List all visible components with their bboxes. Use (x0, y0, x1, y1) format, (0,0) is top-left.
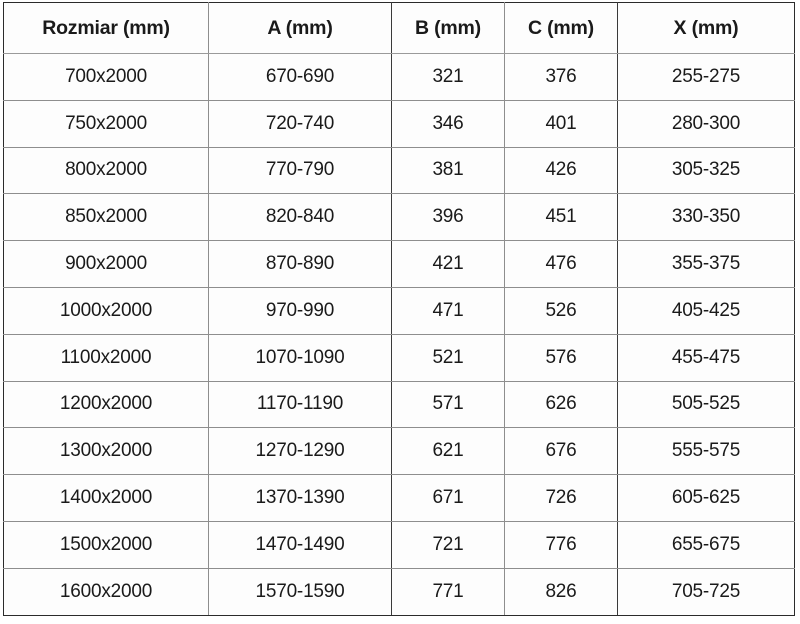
cell-b: 571 (391, 381, 505, 429)
cell-b: 321 (391, 53, 505, 101)
cell-a: 1370-1390 (208, 474, 392, 522)
cell-b: 771 (391, 568, 505, 616)
cell-a: 870-890 (208, 240, 392, 288)
cell-x: 305-325 (617, 147, 795, 195)
cell-c: 826 (504, 568, 618, 616)
column-header-size: Rozmiar (mm) (3, 2, 209, 54)
cell-x: 280-300 (617, 100, 795, 148)
cell-a: 1470-1490 (208, 521, 392, 569)
cell-c: 576 (504, 334, 618, 382)
column-header-b: B (mm) (391, 2, 505, 54)
cell-c: 676 (504, 427, 618, 476)
table-row: 850x2000 820-840 396 451 330-350 (3, 193, 795, 242)
cell-x: 405-425 (617, 287, 795, 335)
cell-b: 671 (391, 474, 505, 522)
cell-x: 455-475 (617, 334, 795, 382)
cell-b: 621 (391, 427, 505, 476)
table-row: 900x2000 870-890 421 476 355-375 (3, 240, 795, 288)
table-row: 1600x2000 1570-1590 771 826 705-725 (3, 568, 795, 616)
column-header-x: X (mm) (617, 2, 795, 54)
cell-x: 255-275 (617, 53, 795, 101)
cell-x: 655-675 (617, 521, 795, 569)
cell-c: 426 (504, 147, 618, 195)
cell-size: 800x2000 (3, 147, 209, 195)
cell-size: 1600x2000 (3, 568, 209, 616)
cell-a: 970-990 (208, 287, 392, 335)
table-row: 1300x2000 1270-1290 621 676 555-575 (3, 427, 795, 476)
cell-size: 850x2000 (3, 193, 209, 242)
table-row: 1500x2000 1470-1490 721 776 655-675 (3, 521, 795, 569)
cell-a: 770-790 (208, 147, 392, 195)
table-row: 1100x2000 1070-1090 521 576 455-475 (3, 334, 795, 382)
cell-size: 1400x2000 (3, 474, 209, 522)
cell-size: 900x2000 (3, 240, 209, 288)
cell-c: 476 (504, 240, 618, 288)
cell-b: 471 (391, 287, 505, 335)
column-header-a: A (mm) (208, 2, 392, 54)
cell-a: 670-690 (208, 53, 392, 101)
cell-a: 1170-1190 (208, 381, 392, 429)
cell-a: 1070-1090 (208, 334, 392, 382)
column-header-c: C (mm) (504, 2, 618, 54)
table-header-row: Rozmiar (mm) A (mm) B (mm) C (mm) X (mm) (3, 2, 795, 54)
cell-x: 705-725 (617, 568, 795, 616)
table-header: Rozmiar (mm) A (mm) B (mm) C (mm) X (mm) (3, 2, 795, 54)
cell-a: 720-740 (208, 100, 392, 148)
table-row: 1400x2000 1370-1390 671 726 605-625 (3, 474, 795, 522)
cell-b: 396 (391, 193, 505, 242)
cell-x: 355-375 (617, 240, 795, 288)
table-body: 700x2000 670-690 321 376 255-275 750x200… (3, 53, 795, 616)
cell-c: 626 (504, 381, 618, 429)
cell-x: 555-575 (617, 427, 795, 476)
dimension-table: Rozmiar (mm) A (mm) B (mm) C (mm) X (mm)… (3, 2, 795, 616)
cell-size: 1500x2000 (3, 521, 209, 569)
cell-b: 421 (391, 240, 505, 288)
cell-size: 1300x2000 (3, 427, 209, 476)
cell-size: 1100x2000 (3, 334, 209, 382)
cell-x: 330-350 (617, 193, 795, 242)
table-row: 800x2000 770-790 381 426 305-325 (3, 147, 795, 195)
cell-x: 605-625 (617, 474, 795, 522)
cell-b: 381 (391, 147, 505, 195)
table-row: 1000x2000 970-990 471 526 405-425 (3, 287, 795, 335)
cell-c: 776 (504, 521, 618, 569)
cell-size: 1000x2000 (3, 287, 209, 335)
cell-b: 521 (391, 334, 505, 382)
cell-a: 1570-1590 (208, 568, 392, 616)
table-row: 700x2000 670-690 321 376 255-275 (3, 53, 795, 101)
cell-c: 376 (504, 53, 618, 101)
cell-size: 750x2000 (3, 100, 209, 148)
cell-c: 401 (504, 100, 618, 148)
table-row: 750x2000 720-740 346 401 280-300 (3, 100, 795, 148)
cell-a: 1270-1290 (208, 427, 392, 476)
cell-size: 700x2000 (3, 53, 209, 101)
cell-size: 1200x2000 (3, 381, 209, 429)
cell-c: 726 (504, 474, 618, 522)
table-row: 1200x2000 1170-1190 571 626 505-525 (3, 381, 795, 429)
cell-a: 820-840 (208, 193, 392, 242)
cell-c: 451 (504, 193, 618, 242)
cell-b: 346 (391, 100, 505, 148)
cell-c: 526 (504, 287, 618, 335)
cell-b: 721 (391, 521, 505, 569)
cell-x: 505-525 (617, 381, 795, 429)
